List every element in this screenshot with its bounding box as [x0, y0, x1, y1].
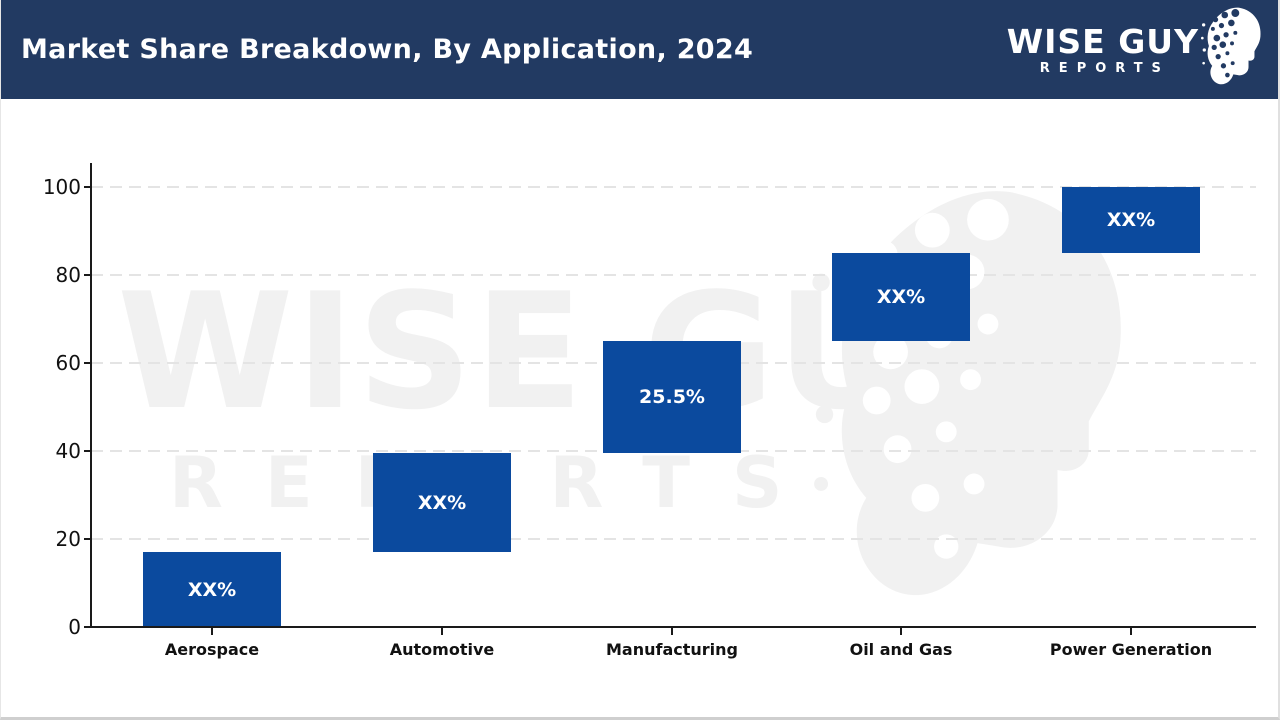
- x-tick-mark-manufacturing: [671, 627, 673, 635]
- y-tick-mark-20: [84, 538, 91, 540]
- dotted-head-icon: [1201, 4, 1267, 96]
- y-tick-mark-40: [84, 450, 91, 452]
- x-category-label-oil-and-gas: Oil and Gas: [849, 640, 953, 659]
- x-category-label-automotive: Automotive: [389, 640, 495, 659]
- x-tick-mark-aerospace: [211, 627, 213, 635]
- y-tick-label-100: 100: [42, 175, 81, 199]
- x-axis-line: [90, 626, 1256, 628]
- gridline-80: [91, 274, 1256, 276]
- y-tick-label-20: 20: [55, 527, 81, 551]
- y-tick-mark-100: [84, 186, 91, 188]
- x-tick-mark-oil-and-gas: [900, 627, 902, 635]
- bar-value-label-oil-and-gas: XX%: [876, 286, 926, 308]
- gridline-100: [91, 186, 1256, 188]
- y-tick-label-0: 0: [68, 615, 81, 639]
- bar-aerospace: [143, 552, 281, 627]
- bar-value-label-aerospace: XX%: [187, 578, 237, 601]
- bar-value-label-manufacturing: 25.5%: [639, 386, 705, 409]
- y-tick-mark-60: [84, 362, 91, 364]
- page-title: Market Share Breakdown, By Application, …: [21, 34, 754, 65]
- x-category-label-aerospace: Aerospace: [164, 640, 260, 659]
- gridline-20: [91, 538, 1256, 540]
- bar-value-label-power-generation: XX%: [1106, 209, 1156, 231]
- brand-logo-text: WISE GUY REPORTS: [1007, 25, 1199, 75]
- y-axis-line: [90, 163, 92, 628]
- y-tick-label-80: 80: [55, 263, 81, 287]
- brand-name: WISE GUY: [1006, 21, 1199, 61]
- bar-automotive: [373, 453, 511, 553]
- y-tick-mark-0: [84, 626, 91, 628]
- y-tick-label-60: 60: [55, 351, 81, 375]
- y-tick-label-40: 40: [55, 439, 81, 463]
- header-band: Market Share Breakdown, By Application, …: [1, 0, 1278, 99]
- x-tick-mark-automotive: [441, 627, 443, 635]
- y-tick-mark-80: [84, 274, 91, 276]
- x-category-label-power-generation: Power Generation: [1049, 640, 1213, 659]
- brand-subname: REPORTS: [1039, 60, 1170, 76]
- bar-value-label-automotive: XX%: [417, 491, 467, 514]
- bar-manufacturing: [603, 341, 741, 454]
- brand-logo: WISE GUY REPORTS: [1007, 4, 1278, 96]
- x-category-label-manufacturing: Manufacturing: [606, 640, 738, 659]
- x-tick-mark-power-generation: [1130, 627, 1132, 635]
